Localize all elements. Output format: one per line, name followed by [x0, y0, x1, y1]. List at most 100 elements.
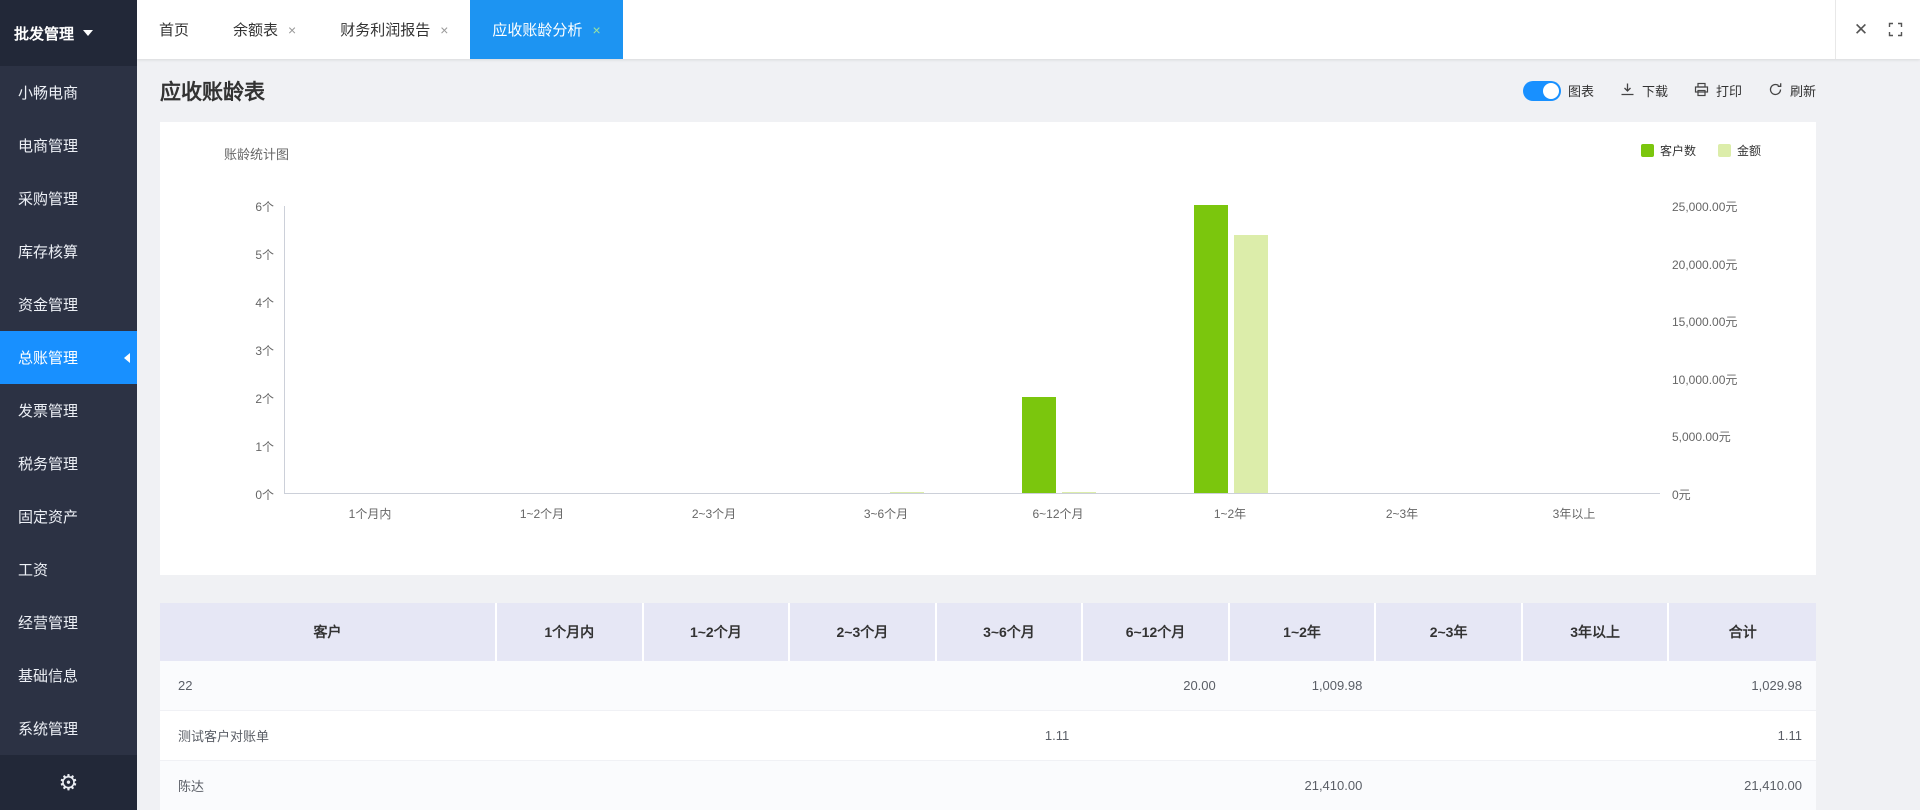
table-cell: [497, 661, 644, 710]
sidebar-item-税务管理[interactable]: 税务管理: [0, 437, 137, 490]
table-cell: [937, 661, 1084, 710]
table-cell: 陈达: [178, 779, 205, 794]
table-cell: 测试客户对账单: [178, 729, 270, 744]
chart-bar-金额: [1234, 234, 1268, 493]
sidebar-item-小畅电商[interactable]: 小畅电商: [0, 66, 137, 119]
tab-bar: 首页 余额表 × 财务利润报告 × 应收账龄分析 × ✕: [137, 0, 1920, 59]
sidebar-item-电商管理[interactable]: 电商管理: [0, 119, 137, 172]
sidebar-item-工资[interactable]: 工资: [0, 543, 137, 596]
module-switcher[interactable]: 批发管理: [0, 0, 137, 66]
legend-item-客户数[interactable]: 客户数: [1640, 142, 1696, 159]
print-label: 打印: [1715, 84, 1742, 99]
sidebar-item-label: 小畅电商: [18, 85, 79, 102]
column-header-1~2年: 1~2年: [1229, 603, 1377, 661]
table-cell: [497, 711, 644, 760]
sidebar-item-固定资产[interactable]: 固定资产: [0, 490, 137, 543]
y-axis-tick-right: 25,000.00元: [1672, 200, 1738, 214]
gear-icon[interactable]: ⚙: [58, 769, 79, 795]
table-cell: [497, 761, 644, 810]
y-axis-tick-left: 2个: [255, 392, 274, 406]
refresh-icon: [1768, 82, 1783, 100]
table-row[interactable]: 测试客户对账单 1.11 1.11: [160, 711, 1816, 761]
sidebar-item-label: 工资: [18, 562, 49, 579]
chart-bar-金额: [890, 491, 924, 493]
tab-close-icon[interactable]: ×: [440, 21, 449, 38]
tab-首页[interactable]: 首页: [137, 0, 211, 59]
sidebar-item-发票管理[interactable]: 发票管理: [0, 384, 137, 437]
sidebar-item-label: 总账管理: [18, 350, 79, 367]
fullscreen-icon[interactable]: [1878, 13, 1912, 47]
table-cell: 1.11: [1044, 728, 1070, 743]
legend-label: 客户数: [1659, 144, 1696, 158]
column-header-客户: 客户: [160, 603, 497, 661]
sidebar-item-label: 税务管理: [18, 456, 79, 473]
sidebar-item-系统管理[interactable]: 系统管理: [0, 702, 137, 755]
chart-legend: 客户数 金额: [1640, 142, 1761, 159]
legend-label: 金额: [1736, 144, 1761, 158]
chart-bar-金额: [1062, 491, 1096, 493]
module-title: 批发管理: [14, 25, 75, 43]
x-axis-label: 6~12个月: [1032, 507, 1084, 521]
sidebar-item-label: 资金管理: [18, 297, 79, 314]
sidebar-item-label: 发票管理: [18, 403, 79, 420]
toggle-switch[interactable]: [1522, 80, 1561, 101]
tab-应收账龄分析[interactable]: 应收账龄分析 ×: [470, 0, 623, 59]
column-header-合计: 合计: [1669, 603, 1816, 661]
table-cell: [1376, 661, 1523, 710]
column-header-3~6个月: 3~6个月: [936, 603, 1084, 661]
table-cell: [790, 661, 937, 710]
sidebar-item-经营管理[interactable]: 经营管理: [0, 596, 137, 649]
legend-item-金额[interactable]: 金额: [1717, 142, 1761, 159]
x-axis-label: 1~2年: [1213, 507, 1247, 521]
table-cell: [937, 761, 1084, 810]
download-icon: [1620, 82, 1635, 100]
close-all-tabs-icon[interactable]: ✕: [1853, 19, 1869, 39]
table-cell: [1523, 761, 1670, 810]
legend-swatch: [1640, 144, 1654, 157]
refresh-label: 刷新: [1789, 84, 1816, 99]
y-axis-tick-left: 5个: [255, 248, 274, 262]
page-header: 应收账龄表 图表 下载: [160, 59, 1816, 122]
y-axis-tick-left: 1个: [255, 440, 274, 454]
sidebar: 批发管理 小畅电商电商管理采购管理库存核算资金管理总账管理发票管理税务管理固定资…: [0, 0, 137, 810]
tab-余额表[interactable]: 余额表 ×: [211, 0, 318, 59]
y-axis-tick-right: 20,000.00元: [1672, 257, 1738, 272]
sidebar-item-基础信息[interactable]: 基础信息: [0, 649, 137, 702]
table-row[interactable]: 22 20.00 1,009.98 1,029.98: [160, 661, 1816, 711]
sidebar-item-总账管理[interactable]: 总账管理: [0, 331, 137, 384]
page-toolbar: 图表 下载: [1522, 80, 1816, 101]
column-header-2~3年: 2~3年: [1376, 603, 1523, 661]
y-axis-tick-right: 0元: [1672, 488, 1691, 502]
y-axis-tick-left: 0个: [255, 488, 274, 502]
sidebar-item-label: 采购管理: [18, 191, 79, 208]
tab-close-icon[interactable]: ×: [592, 21, 601, 38]
print-button[interactable]: 打印: [1694, 81, 1742, 100]
table-header: 客户 1个月内 1~2个月 2~3个月 3~6个月 6~12个月 1~2年 2~3年 3年以上合…: [160, 603, 1816, 661]
y-axis-tick-right: 15,000.00元: [1672, 315, 1738, 330]
chart-view-toggle[interactable]: 图表: [1522, 80, 1594, 101]
sidebar-item-label: 经营管理: [18, 615, 79, 632]
sidebar-item-采购管理[interactable]: 采购管理: [0, 172, 137, 225]
sidebar-item-资金管理[interactable]: 资金管理: [0, 278, 137, 331]
table-cell: 1,029.98: [1751, 678, 1802, 693]
tab-财务利润报告[interactable]: 财务利润报告 ×: [318, 0, 470, 59]
download-button[interactable]: 下载: [1620, 81, 1668, 100]
table-cell: 22: [178, 678, 193, 693]
table-cell: [644, 761, 791, 810]
table-row[interactable]: 陈达 21,410.00 21,410.00: [160, 761, 1816, 810]
sidebar-menu: 小畅电商电商管理采购管理库存核算资金管理总账管理发票管理税务管理固定资产工资经营…: [0, 66, 137, 755]
tab-label: 首页: [159, 22, 190, 39]
tab-label: 余额表: [233, 22, 279, 39]
aging-table: 客户 1个月内 1~2个月 2~3个月 3~6个月 6~12个月 1~2年 2~3年 3年以上合…: [160, 603, 1816, 810]
table-cell: [644, 661, 791, 710]
chart-bar-客户数: [1022, 397, 1056, 493]
sidebar-item-库存核算[interactable]: 库存核算: [0, 225, 137, 278]
active-item-marker-icon: [124, 352, 130, 363]
refresh-button[interactable]: 刷新: [1768, 81, 1816, 100]
tab-close-icon[interactable]: ×: [288, 21, 297, 38]
y-axis-tick-left: 4个: [255, 296, 274, 310]
page-title: 应收账龄表: [160, 80, 265, 104]
table-cell: 20.00: [1183, 678, 1216, 693]
table-cell: 1,009.98: [1311, 678, 1363, 693]
